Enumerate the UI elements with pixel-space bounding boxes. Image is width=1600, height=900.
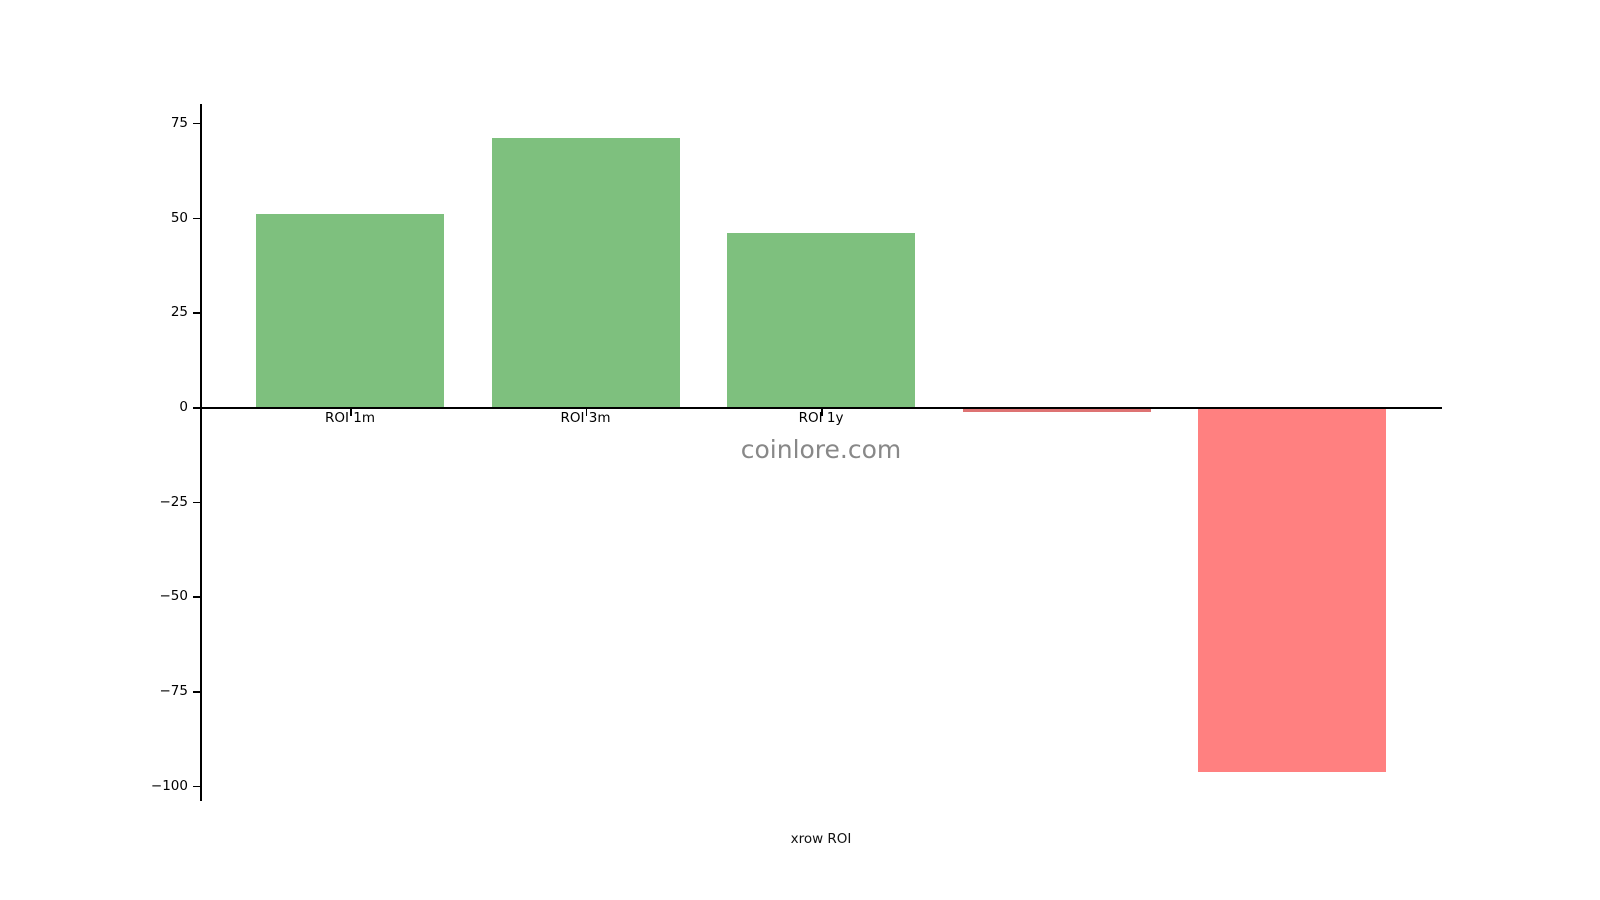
bar-5 [1198,408,1386,773]
x-tick-label: ROI 1m [324,410,376,426]
watermark-text: coinlore.com [740,435,902,464]
y-tick [193,312,200,314]
x-axis-title: xrow ROI [790,831,852,847]
y-tick-label: −25 [159,493,189,510]
y-tick-label: −75 [159,683,189,700]
bar-4 [962,408,1151,413]
y-tick [193,785,200,788]
y-tick [193,501,200,504]
x-tick-label: ROI 3m [560,410,611,426]
bar-roi-3m [491,138,680,407]
y-tick-label: 75 [170,114,188,131]
y-tick-label: 0 [179,399,188,415]
y-tick [193,596,200,598]
x-tick [821,408,823,416]
y-tick-label: −100 [150,777,188,794]
y-tick [193,407,200,409]
x-tick [350,408,352,416]
y-tick [193,691,200,693]
x-axis-zero-line [200,407,1442,409]
x-tick [585,408,587,416]
y-tick-label: −50 [159,588,189,605]
y-tick-label: 25 [170,304,188,321]
bar-roi-1y [727,232,915,407]
bar-roi-1m [256,213,444,407]
x-tick-label: ROI 1y [798,410,844,426]
y-tick-label: 50 [170,209,188,226]
y-tick [193,122,200,125]
y-tick [193,217,200,220]
y-axis-spine [200,104,202,801]
